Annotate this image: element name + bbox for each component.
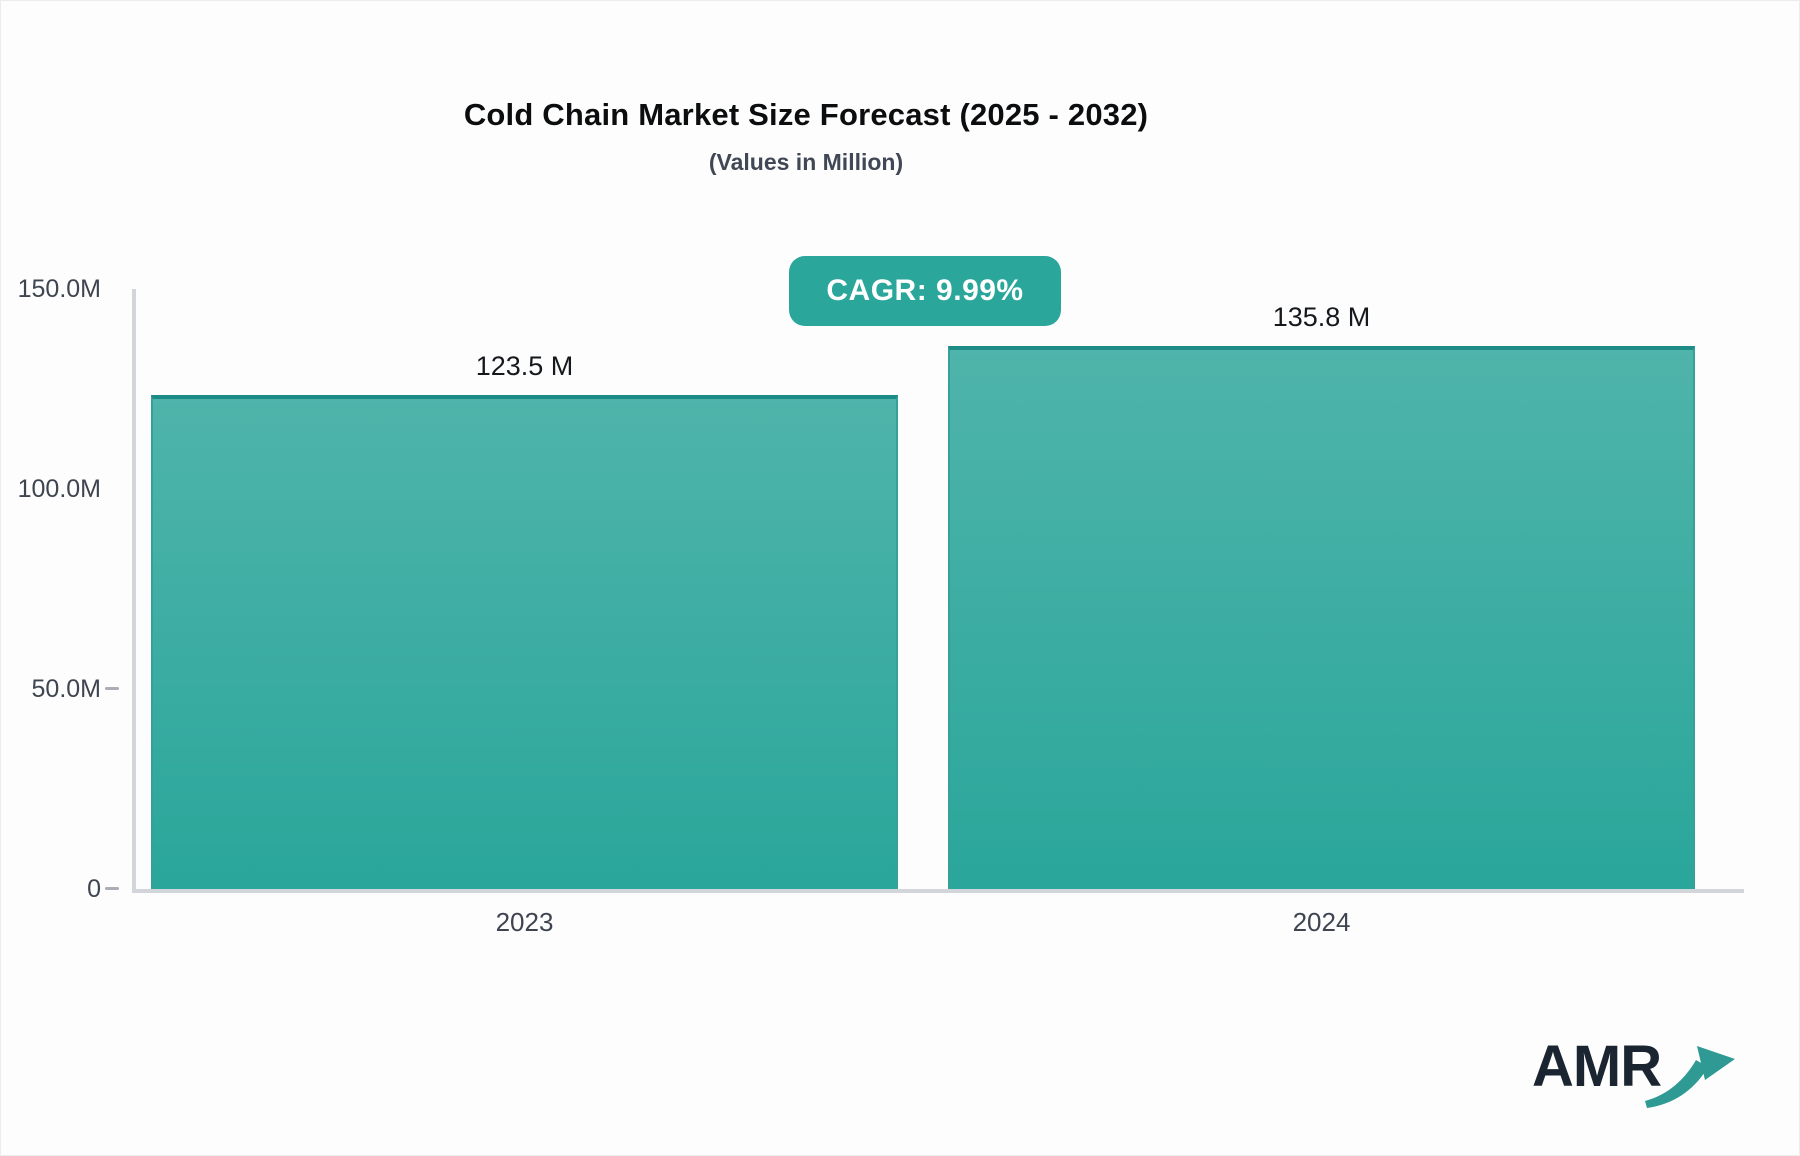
- chart-title: Cold Chain Market Size Forecast (2025 - …: [463, 97, 1149, 132]
- x-axis-label: 2023: [495, 907, 554, 937]
- y-axis-tick-label: 0: [87, 875, 101, 903]
- y-axis-tick-label: 100.0M: [17, 475, 101, 503]
- y-axis-tick-label: 150.0M: [17, 275, 101, 303]
- chart-subtitle: (Values in Million): [708, 149, 904, 175]
- y-axis-line: [132, 289, 136, 893]
- cagr-badge: CAGR: 9.99%: [789, 256, 1061, 326]
- y-axis-tick-mark: [105, 687, 119, 690]
- growth-arrow-icon: [1645, 1046, 1736, 1108]
- y-axis-tick-label: 50.0M: [31, 675, 101, 703]
- y-axis-tick-mark: [105, 887, 119, 890]
- bar-2024: [948, 346, 1695, 889]
- bar-value-label: 123.5 M: [475, 351, 574, 381]
- bar-2023: [151, 395, 898, 889]
- amr-logo: AMR: [1532, 1036, 1737, 1110]
- x-axis-line: [132, 889, 1744, 893]
- x-axis-label: 2024: [1292, 907, 1351, 937]
- cagr-badge-label: CAGR: 9.99%: [826, 274, 1024, 307]
- amr-logo-text: AMR: [1532, 1034, 1662, 1099]
- bar-value-label: 135.8 M: [1272, 302, 1371, 332]
